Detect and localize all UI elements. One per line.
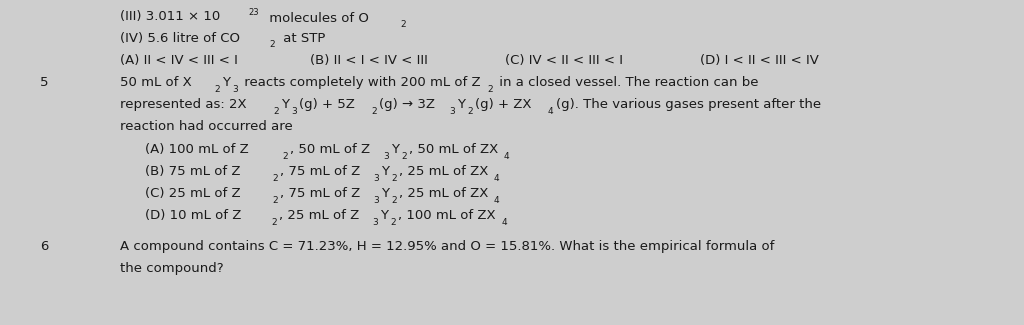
Text: 2: 2 (401, 152, 407, 161)
Text: (B) II < I < IV < III: (B) II < I < IV < III (310, 54, 428, 67)
Text: (A) 100 mL of Z: (A) 100 mL of Z (145, 143, 249, 156)
Text: , 25 mL of ZX: , 25 mL of ZX (399, 165, 488, 178)
Text: 2: 2 (390, 218, 395, 227)
Text: , 25 mL of ZX: , 25 mL of ZX (399, 187, 488, 200)
Text: in a closed vessel. The reaction can be: in a closed vessel. The reaction can be (495, 76, 759, 89)
Text: 4: 4 (548, 107, 554, 116)
Text: 3: 3 (232, 85, 238, 94)
Text: 3: 3 (291, 107, 297, 116)
Text: 2: 2 (214, 85, 219, 94)
Text: 23: 23 (248, 8, 259, 17)
Text: 2: 2 (272, 174, 278, 183)
Text: 3: 3 (373, 174, 379, 183)
Text: at STP: at STP (279, 32, 326, 45)
Text: the compound?: the compound? (120, 262, 223, 275)
Text: 4: 4 (504, 152, 510, 161)
Text: Y: Y (391, 143, 399, 156)
Text: (D) I < II < III < IV: (D) I < II < III < IV (700, 54, 819, 67)
Text: (g) → 3Z: (g) → 3Z (379, 98, 435, 111)
Text: Y: Y (380, 209, 388, 222)
Text: 2: 2 (487, 85, 493, 94)
Text: (g) + 5Z: (g) + 5Z (299, 98, 355, 111)
Text: , 100 mL of ZX: , 100 mL of ZX (398, 209, 496, 222)
Text: (C) 25 mL of Z: (C) 25 mL of Z (145, 187, 241, 200)
Text: 2: 2 (273, 107, 279, 116)
Text: reaction had occurred are: reaction had occurred are (120, 120, 293, 133)
Text: Y: Y (457, 98, 465, 111)
Text: Y: Y (381, 187, 389, 200)
Text: 3: 3 (383, 152, 389, 161)
Text: (g) + ZX: (g) + ZX (475, 98, 531, 111)
Text: Y: Y (222, 76, 230, 89)
Text: (D) 10 mL of Z: (D) 10 mL of Z (145, 209, 242, 222)
Text: 2: 2 (400, 20, 406, 29)
Text: , 50 mL of Z: , 50 mL of Z (290, 143, 370, 156)
Text: (IV) 5.6 litre of CO: (IV) 5.6 litre of CO (120, 32, 240, 45)
Text: (B) 75 mL of Z: (B) 75 mL of Z (145, 165, 241, 178)
Text: (C) IV < II < III < I: (C) IV < II < III < I (505, 54, 623, 67)
Text: , 50 mL of ZX: , 50 mL of ZX (409, 143, 499, 156)
Text: 4: 4 (502, 218, 508, 227)
Text: 4: 4 (494, 174, 500, 183)
Text: 50 mL of X: 50 mL of X (120, 76, 191, 89)
Text: Y: Y (381, 165, 389, 178)
Text: 2: 2 (467, 107, 473, 116)
Text: 2: 2 (391, 196, 396, 205)
Text: 4: 4 (494, 196, 500, 205)
Text: , 25 mL of Z: , 25 mL of Z (279, 209, 359, 222)
Text: 2: 2 (371, 107, 377, 116)
Text: (III) 3.011 × 10: (III) 3.011 × 10 (120, 10, 220, 23)
Text: molecules of O: molecules of O (265, 12, 369, 25)
Text: 2: 2 (269, 40, 274, 49)
Text: (A) II < IV < III < I: (A) II < IV < III < I (120, 54, 238, 67)
Text: Y: Y (281, 98, 289, 111)
Text: 2: 2 (271, 218, 276, 227)
Text: (g). The various gases present after the: (g). The various gases present after the (556, 98, 821, 111)
Text: 6: 6 (40, 240, 48, 253)
Text: 2: 2 (391, 174, 396, 183)
Text: 3: 3 (373, 196, 379, 205)
Text: A compound contains C = 71.23%, H = 12.95% and O = 15.81%. What is the empirical: A compound contains C = 71.23%, H = 12.9… (120, 240, 774, 253)
Text: , 75 mL of Z: , 75 mL of Z (280, 187, 360, 200)
Text: reacts completely with 200 mL of Z: reacts completely with 200 mL of Z (240, 76, 480, 89)
Text: 2: 2 (272, 196, 278, 205)
Text: , 75 mL of Z: , 75 mL of Z (280, 165, 360, 178)
Text: 2: 2 (282, 152, 288, 161)
Text: 3: 3 (372, 218, 378, 227)
Text: represented as: 2X: represented as: 2X (120, 98, 247, 111)
Text: 5: 5 (40, 76, 48, 89)
Text: 3: 3 (449, 107, 455, 116)
